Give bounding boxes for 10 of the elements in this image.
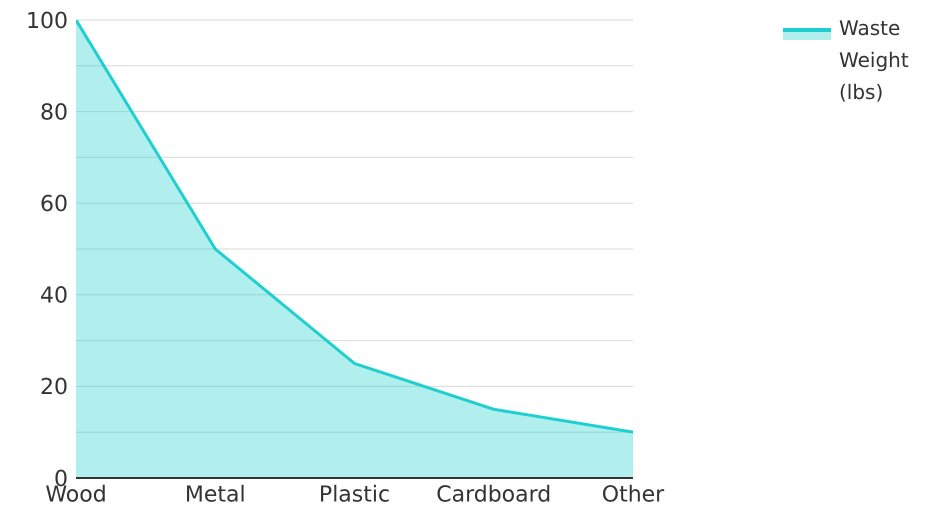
legend-label: Waste Weight (lbs)	[839, 15, 910, 106]
y-tick-label: 20	[40, 375, 68, 400]
x-tick-label: Metal	[184, 482, 246, 508]
x-tick-label: Plastic	[318, 482, 390, 508]
y-tick-label: 60	[40, 192, 68, 218]
y-tick-label: 40	[40, 284, 68, 309]
y-tick-label: 100	[26, 8, 68, 34]
x-tick-label: Cardboard	[436, 482, 552, 508]
y-tick-label: 80	[40, 100, 68, 126]
x-tick-label: Other	[602, 482, 666, 508]
